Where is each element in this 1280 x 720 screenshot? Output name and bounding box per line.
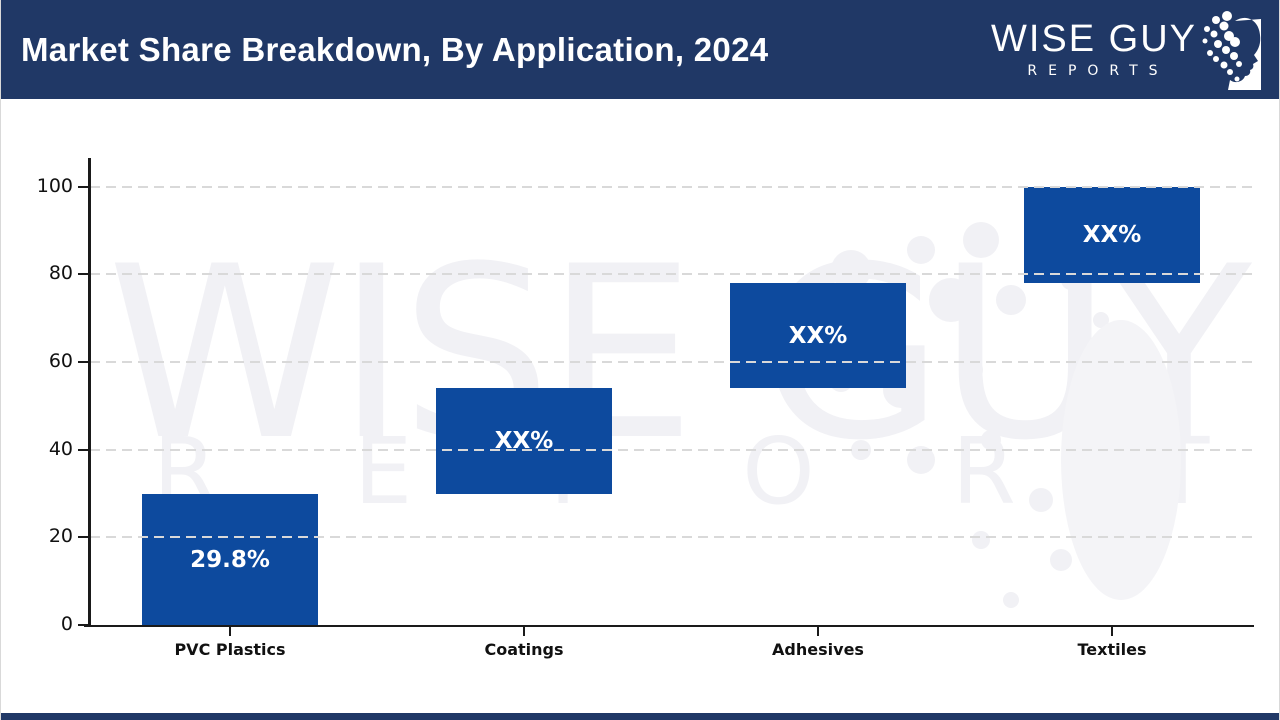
x-axis-tick <box>523 627 525 636</box>
gridline-40 <box>90 448 1254 451</box>
y-axis-tick <box>78 536 88 539</box>
bar-value-label: XX% <box>788 322 848 349</box>
y-axis-tick-label: 0 <box>60 613 73 635</box>
x-category-label: Coatings <box>484 640 564 659</box>
logo-secondary-text: REPORTS <box>1027 63 1169 79</box>
gridline-60 <box>90 361 1254 363</box>
logo-text: WISE GUY REPORTS <box>991 20 1197 79</box>
y-axis-tick <box>78 185 88 188</box>
bar-adhesives: XX% <box>730 283 906 389</box>
x-axis-tick <box>229 627 231 636</box>
page-title: Market Share Breakdown, By Application, … <box>21 30 769 68</box>
gridline-100 <box>90 185 1254 188</box>
dotted-head-icon <box>1202 10 1261 90</box>
y-axis-tick-label: 20 <box>48 525 73 548</box>
gridline-80 <box>90 273 1254 276</box>
y-axis-tick <box>78 448 88 451</box>
logo-primary-text: WISE GUY <box>990 18 1197 60</box>
y-axis-tick-label: 40 <box>48 437 73 460</box>
bar-textiles: XX% <box>1024 186 1200 284</box>
footer-bar <box>1 713 1279 720</box>
bar-pvc-plastics: 29.8% <box>142 494 318 625</box>
x-category-label: PVC Plastics <box>174 640 286 659</box>
x-category-label: Adhesives <box>772 640 864 659</box>
y-axis-tick <box>78 273 88 276</box>
bar-coatings: XX% <box>436 388 612 495</box>
x-category-label: Textiles <box>1077 640 1147 659</box>
x-axis-tick <box>817 627 819 636</box>
y-axis-tick <box>78 624 88 626</box>
y-axis-tick-label: 80 <box>48 262 73 285</box>
bar-value-label: XX% <box>1082 221 1142 248</box>
y-axis-tick <box>78 361 88 363</box>
y-axis-line <box>88 158 91 627</box>
header-bar: Market Share Breakdown, By Application, … <box>1 0 1279 99</box>
bar-value-label: 29.8% <box>190 546 270 573</box>
x-axis-tick <box>1111 627 1113 636</box>
gridline-20 <box>90 536 1254 539</box>
wise-guy-reports-logo: WISE GUY REPORTS <box>991 9 1263 91</box>
y-axis-tick-label: 60 <box>48 350 73 372</box>
x-axis-line <box>84 624 1254 627</box>
y-axis-tick-label: 100 <box>36 174 73 197</box>
